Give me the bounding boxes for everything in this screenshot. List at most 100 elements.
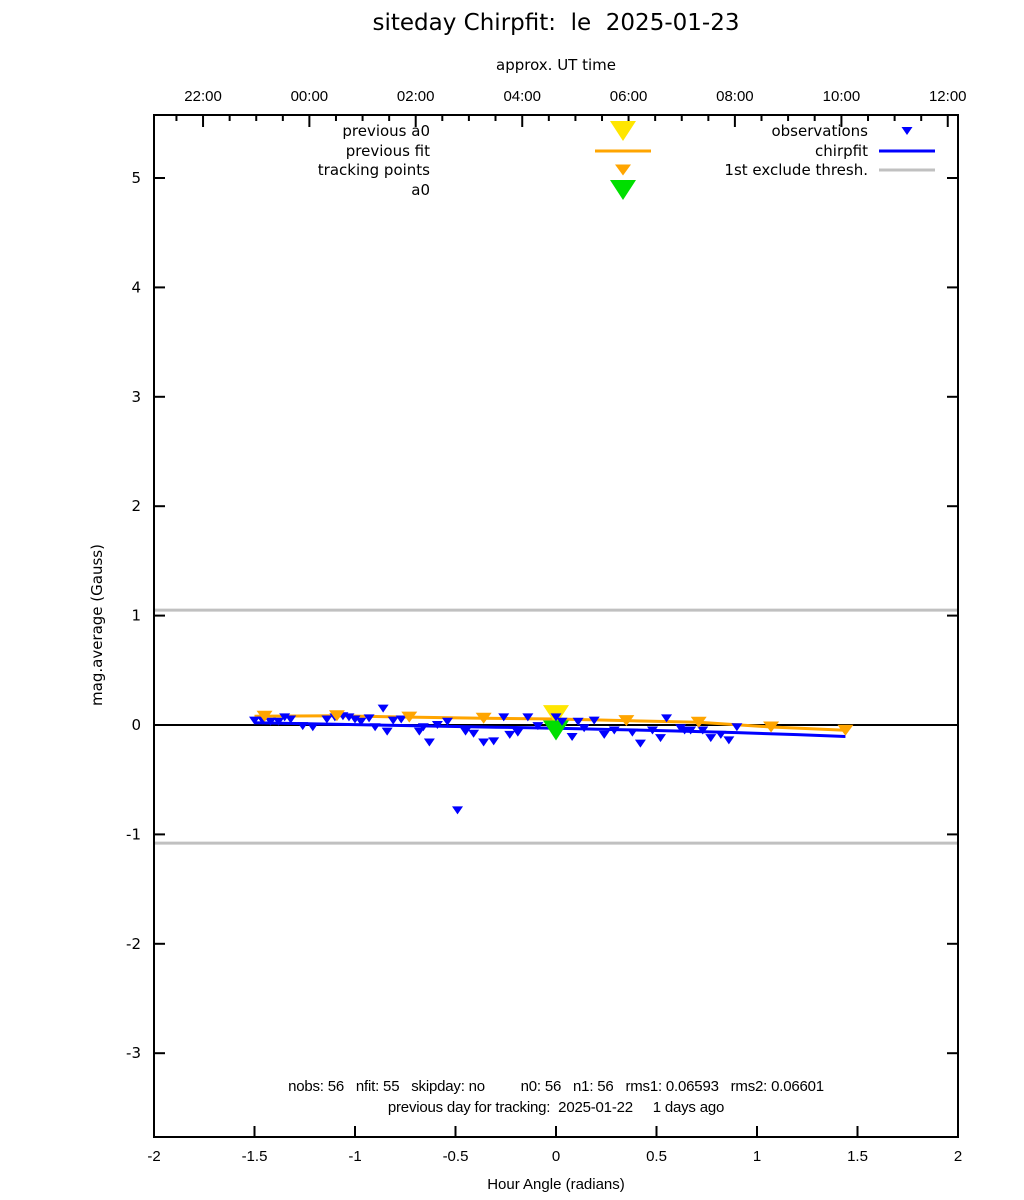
observations-marker — [572, 717, 584, 726]
x2-tick-label: 04:00 — [503, 88, 541, 105]
observations-marker — [715, 730, 727, 739]
tracking_points-marker — [401, 711, 418, 723]
y-tick-label: 0 — [131, 716, 141, 734]
legend-swatch-previous_a0 — [610, 121, 636, 141]
observations-marker — [387, 716, 399, 725]
observations-marker — [417, 723, 429, 732]
observations-marker — [478, 738, 490, 747]
observations-marker — [249, 716, 260, 725]
tracking_points-marker — [475, 712, 492, 724]
legend-label-previous_fit: previous fit — [346, 142, 430, 160]
observations-marker — [395, 715, 407, 724]
legend-label-previous_a0: previous a0 — [342, 122, 430, 140]
legend-label-chirpfit: chirpfit — [815, 142, 868, 160]
observations-marker — [423, 738, 435, 747]
x-tick-label: -2 — [147, 1148, 160, 1165]
tracking_points-marker — [328, 710, 345, 722]
legend-label-a0: a0 — [411, 181, 430, 199]
x2-tick-label: 08:00 — [716, 88, 754, 105]
x-tick-label: 1 — [753, 1148, 761, 1165]
tracking_points-marker — [690, 716, 707, 728]
observations-marker — [343, 713, 355, 722]
observations-marker — [566, 733, 578, 742]
observations-marker — [349, 715, 361, 724]
observations-marker — [626, 728, 638, 737]
observations-marker — [705, 734, 717, 743]
observations-marker — [723, 736, 735, 745]
x-tick-label: 1.5 — [847, 1148, 868, 1165]
stats-line-1: nobs: 56 nfit: 55 skipday: no n0: 56 n1:… — [288, 1078, 824, 1095]
observations-marker — [512, 728, 524, 737]
observations-marker — [265, 717, 277, 726]
legend-label-tracking_points: tracking points — [318, 161, 430, 179]
a0-marker — [543, 720, 569, 741]
x-tick-label: -1 — [348, 1148, 361, 1165]
y-tick-label: 1 — [131, 607, 141, 625]
x2-tick-label: 06:00 — [610, 88, 648, 105]
tracking_points-marker — [837, 724, 854, 736]
plot-frame — [153, 114, 959, 1138]
observations-marker — [321, 715, 333, 724]
observations-marker — [697, 726, 709, 735]
x2-tick-label: 10:00 — [823, 88, 861, 105]
observations-marker — [522, 713, 534, 722]
legend-swatch-observations — [901, 127, 913, 135]
observations-marker — [578, 724, 590, 733]
x-tick-label: 2 — [954, 1148, 962, 1165]
y-tick-label: 4 — [131, 278, 141, 296]
observations-marker — [504, 730, 516, 739]
y-tick-label: 3 — [131, 388, 141, 406]
observations-marker — [488, 737, 500, 746]
y-tick-label: -1 — [126, 825, 141, 843]
y-tick-label: -3 — [126, 1044, 141, 1062]
observations-marker — [588, 716, 600, 725]
observations-marker — [608, 726, 620, 735]
observations-marker — [685, 726, 697, 735]
observations-marker — [460, 727, 472, 736]
observations-marker — [532, 722, 544, 731]
observations-marker — [441, 717, 453, 726]
y-tick-label: 2 — [131, 497, 141, 515]
observations-marker — [285, 715, 297, 724]
x2-tick-label: 02:00 — [397, 88, 435, 105]
legend-label-observations: observations — [771, 122, 868, 140]
observations-marker — [498, 713, 510, 722]
y-tick-label: -2 — [126, 935, 141, 953]
observations-marker — [377, 704, 389, 713]
observations-marker — [452, 806, 464, 815]
observations-marker — [634, 739, 646, 748]
observations-marker — [369, 723, 381, 732]
x2-tick-label: 00:00 — [291, 88, 329, 105]
observations-marker — [468, 729, 480, 738]
x-tick-label: 0 — [552, 1148, 560, 1165]
tracking_points-marker — [618, 715, 635, 727]
x2-tick-label: 12:00 — [929, 88, 967, 105]
observations-marker — [731, 723, 743, 732]
observations-marker — [550, 713, 562, 722]
observations-marker — [598, 730, 610, 739]
observations-marker — [355, 717, 367, 726]
observations-marker — [431, 721, 443, 729]
observations-marker — [279, 713, 291, 722]
observations-marker — [661, 714, 673, 723]
observations-marker — [381, 727, 393, 736]
y-tick-label: 5 — [131, 169, 141, 187]
observations-marker — [413, 727, 425, 736]
observations-marker — [363, 714, 375, 723]
x-axis-title: Hour Angle (radians) — [487, 1176, 625, 1193]
top-axis-title: approx. UT time — [496, 56, 616, 74]
x2-tick-label: 22:00 — [184, 88, 222, 105]
x-tick-label: -1.5 — [242, 1148, 268, 1165]
observations-marker — [646, 726, 658, 735]
x-tick-label: -0.5 — [443, 1148, 469, 1165]
observations-marker — [297, 722, 309, 731]
observations-marker — [273, 717, 285, 726]
observations-marker — [556, 717, 568, 726]
tracking_points-marker — [256, 710, 273, 722]
stats-line-2: previous day for tracking: 2025-01-22 1 … — [387, 1099, 725, 1116]
legend-swatch-tracking_points — [615, 164, 631, 176]
y-axis-title: mag.average (Gauss) — [88, 544, 106, 706]
legend-label-exclude_threshold: 1st exclude thresh. — [724, 161, 868, 179]
